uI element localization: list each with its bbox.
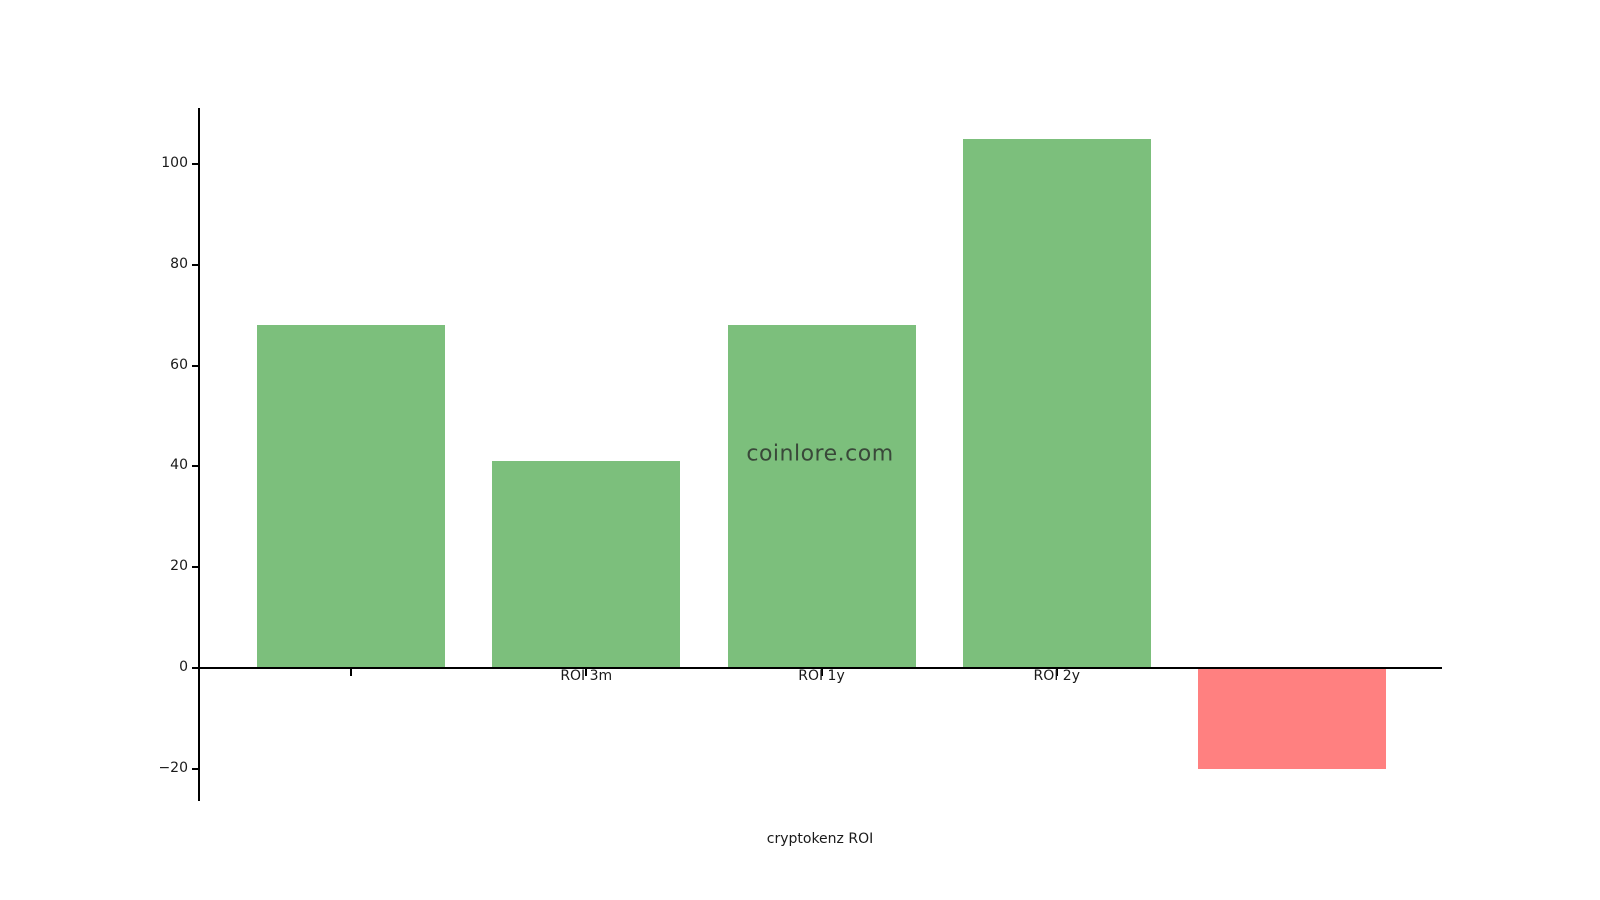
x-tick-label-roi-3m: ROI 3m <box>560 668 613 684</box>
y-tick-label-60: 60 <box>170 356 188 373</box>
y-tick-mark--20 <box>192 767 199 770</box>
watermark: coinlore.com <box>746 441 894 467</box>
y-tick-mark-0 <box>192 667 199 669</box>
x-tick-mark-1 <box>350 669 352 676</box>
y-tick-mark-100 <box>192 163 199 165</box>
bar-roi-1y <box>727 325 916 668</box>
y-tick-label-20: 20 <box>170 558 188 575</box>
y-axis-spine <box>198 108 200 801</box>
bar-category-5 <box>1198 668 1386 769</box>
y-tick-label-40: 40 <box>170 457 188 474</box>
y-tick-mark-20 <box>192 566 199 569</box>
x-tick-mark-4 <box>1055 669 1058 676</box>
y-tick-label-0: 0 <box>179 659 188 675</box>
bar-roi-3m <box>492 461 681 668</box>
y-tick-label--20: −20 <box>158 759 188 776</box>
y-tick-label-100: 100 <box>161 155 188 171</box>
x-tick-label-roi-1y: ROI 1y <box>798 668 845 684</box>
y-tick-mark-60 <box>192 364 199 367</box>
y-tick-label-80: 80 <box>170 255 188 272</box>
bar-roi-2y <box>962 138 1151 668</box>
x-tick-mark-3 <box>820 669 823 676</box>
x-axis-title: cryptokenz ROI <box>766 831 874 847</box>
x-tick-mark-2 <box>585 669 588 676</box>
x-axis-line <box>199 667 1442 669</box>
y-tick-mark-40 <box>192 465 199 468</box>
bar-category-1 <box>257 325 445 668</box>
y-tick-mark-80 <box>192 263 199 266</box>
x-tick-label-roi-2y: ROI 2y <box>1033 668 1081 684</box>
